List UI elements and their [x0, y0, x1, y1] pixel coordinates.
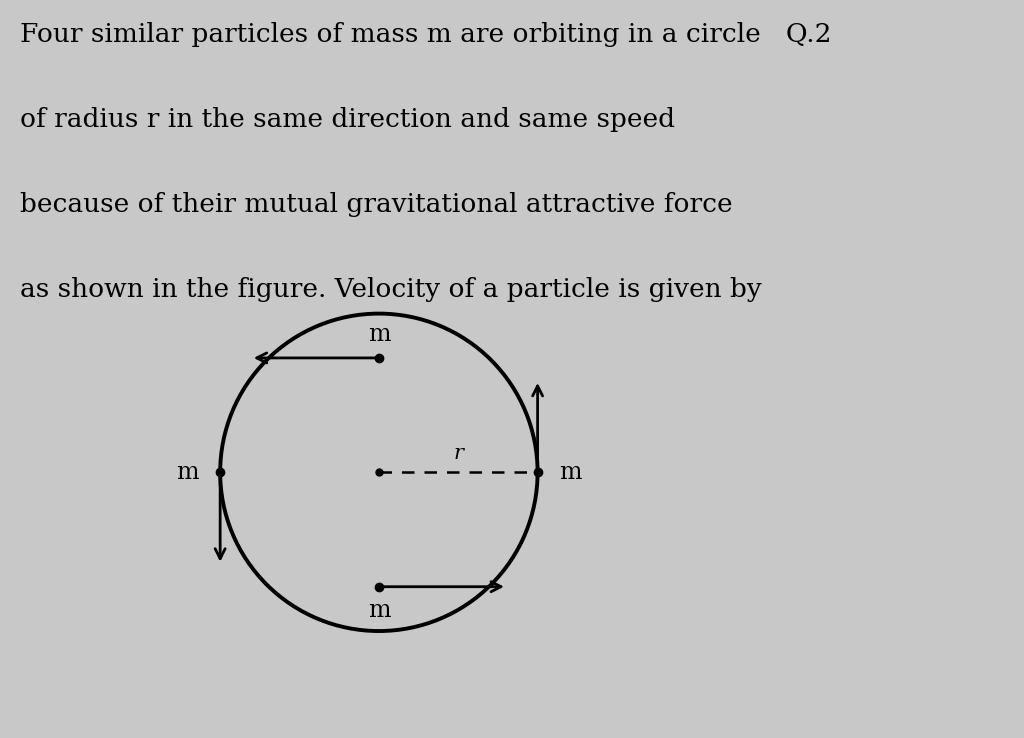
Text: m: m: [176, 461, 199, 484]
Text: of radius r in the same direction and same speed: of radius r in the same direction and sa…: [20, 107, 676, 132]
Text: because of their mutual gravitational attractive force: because of their mutual gravitational at…: [20, 192, 733, 217]
Text: m: m: [559, 461, 582, 484]
Text: Four similar particles of mass m are orbiting in a circle   Q.2: Four similar particles of mass m are orb…: [20, 22, 831, 47]
Text: m: m: [368, 323, 390, 346]
Text: as shown in the figure. Velocity of a particle is given by: as shown in the figure. Velocity of a pa…: [20, 277, 762, 302]
Text: m: m: [368, 599, 390, 622]
Text: r: r: [454, 444, 464, 463]
